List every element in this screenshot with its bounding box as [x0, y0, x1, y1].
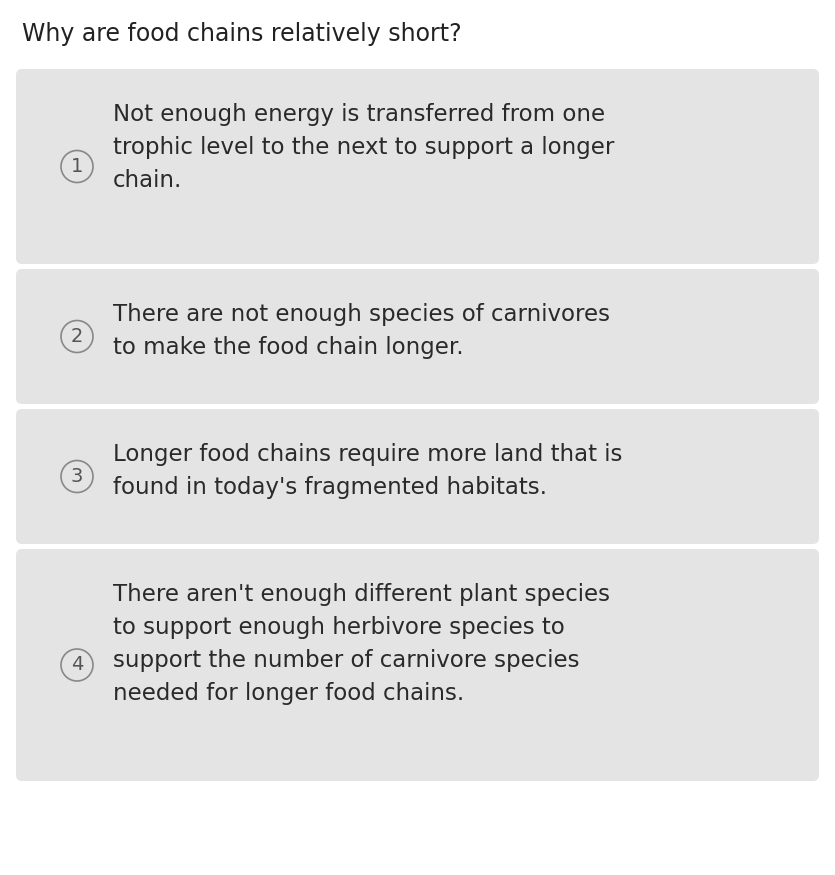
FancyBboxPatch shape [16, 269, 819, 404]
Text: 4: 4 [71, 655, 84, 675]
Circle shape [61, 649, 93, 681]
Text: Longer food chains require more land that is
found in today's fragmented habitat: Longer food chains require more land tha… [113, 443, 622, 499]
FancyBboxPatch shape [16, 69, 819, 264]
Text: There are not enough species of carnivores
to make the food chain longer.: There are not enough species of carnivor… [113, 303, 610, 359]
Circle shape [61, 460, 93, 493]
Text: 3: 3 [71, 467, 84, 486]
Text: 1: 1 [71, 157, 84, 176]
FancyBboxPatch shape [16, 549, 819, 781]
Circle shape [61, 320, 93, 353]
Text: 2: 2 [71, 327, 84, 346]
Text: Why are food chains relatively short?: Why are food chains relatively short? [22, 22, 462, 46]
Circle shape [61, 150, 93, 183]
Text: There aren't enough different plant species
to support enough herbivore species : There aren't enough different plant spec… [113, 583, 610, 704]
Text: Not enough energy is transferred from one
trophic level to the next to support a: Not enough energy is transferred from on… [113, 103, 615, 192]
FancyBboxPatch shape [16, 409, 819, 544]
